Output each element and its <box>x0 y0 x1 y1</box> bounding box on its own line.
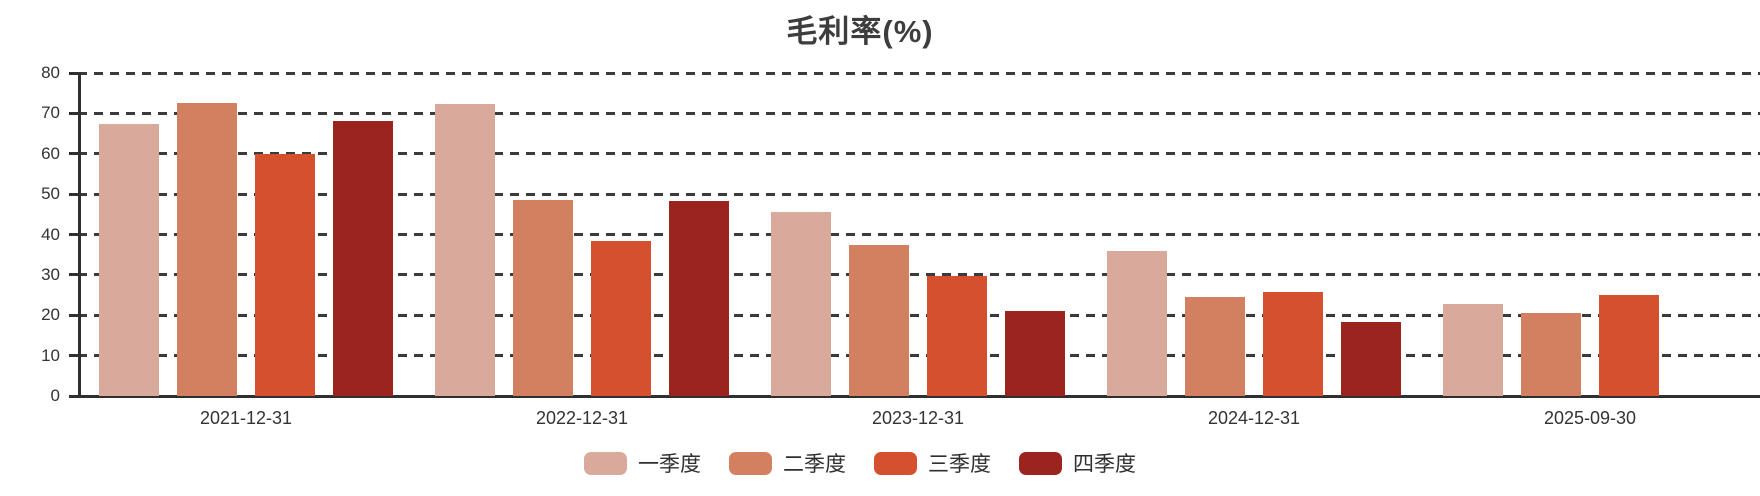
x-axis-label-2022-12-31: 2022-12-31 <box>535 408 629 428</box>
gridline-y-80 <box>78 71 1760 75</box>
gridline-y-60 <box>78 152 1760 156</box>
gridline-y-10 <box>78 354 1760 358</box>
bar-2023-12-31-一季度[interactable] <box>771 212 831 396</box>
bar-2024-12-31-三季度[interactable] <box>1263 292 1323 396</box>
legend-swatch-icon <box>1019 451 1062 475</box>
legend-item-四季度[interactable]: 四季度 <box>1019 448 1136 478</box>
y-axis-label-30: 30 <box>41 264 60 284</box>
y-axis-tick-50 <box>69 192 78 196</box>
x-axis-label-2021-12-31: 2021-12-31 <box>199 408 293 428</box>
legend-label: 四季度 <box>1073 453 1136 476</box>
y-axis-label-50: 50 <box>41 184 60 204</box>
legend-swatch-icon <box>874 451 917 475</box>
y-axis-tick-60 <box>69 152 78 156</box>
bar-2023-12-31-三季度[interactable] <box>927 276 987 396</box>
y-axis-tick-70 <box>69 111 78 115</box>
legend-swatch-icon <box>729 451 772 475</box>
y-axis-label-60: 60 <box>41 143 60 163</box>
legend-label: 二季度 <box>783 453 846 476</box>
bar-2025-09-30-三季度[interactable] <box>1599 295 1659 396</box>
bar-2024-12-31-二季度[interactable] <box>1185 296 1245 396</box>
legend-item-二季度[interactable]: 二季度 <box>729 448 846 478</box>
bar-2021-12-31-三季度[interactable] <box>255 153 315 396</box>
bar-2023-12-31-四季度[interactable] <box>1005 311 1065 396</box>
bar-2024-12-31-一季度[interactable] <box>1107 250 1167 396</box>
bar-2023-12-31-二季度[interactable] <box>849 245 909 396</box>
y-axis-line <box>78 73 81 396</box>
bar-2025-09-30-一季度[interactable] <box>1443 303 1503 396</box>
y-axis-tick-40 <box>69 233 78 236</box>
bar-2022-12-31-三季度[interactable] <box>591 241 651 396</box>
bar-2024-12-31-四季度[interactable] <box>1341 322 1401 396</box>
y-axis-label-80: 80 <box>41 63 60 82</box>
legend-swatch-icon <box>584 451 627 475</box>
x-axis-line <box>78 395 1760 398</box>
bar-2021-12-31-一季度[interactable] <box>99 124 159 396</box>
bar-2022-12-31-四季度[interactable] <box>669 200 729 396</box>
bar-2021-12-31-二季度[interactable] <box>177 103 237 396</box>
y-axis-label-70: 70 <box>41 103 60 123</box>
y-axis-label-20: 20 <box>41 305 60 325</box>
gridline-y-70 <box>78 111 1760 115</box>
bar-2022-12-31-一季度[interactable] <box>435 104 495 396</box>
y-axis-tick-20 <box>69 313 78 317</box>
gridline-y-40 <box>78 233 1760 236</box>
y-axis-tick-80 <box>69 71 78 75</box>
bar-2021-12-31-四季度[interactable] <box>333 121 393 396</box>
bar-2025-09-30-二季度[interactable] <box>1521 312 1581 396</box>
x-axis-label-2025-09-30: 2025-09-30 <box>1543 408 1637 428</box>
chart-title: 毛利率(%) <box>786 14 934 49</box>
legend-label: 一季度 <box>638 453 701 476</box>
y-axis-tick-0 <box>69 394 78 398</box>
legend-item-三季度[interactable]: 三季度 <box>874 448 991 478</box>
legend: 一季度 二季度 三季度 四季度 <box>0 448 1720 478</box>
y-axis-tick-30 <box>69 273 78 277</box>
gridline-y-20 <box>78 313 1760 317</box>
y-axis-tick-10 <box>69 354 78 358</box>
gridline-y-30 <box>78 273 1760 277</box>
y-axis-label-40: 40 <box>41 224 60 244</box>
gridline-y-50 <box>78 192 1760 196</box>
bar-2022-12-31-二季度[interactable] <box>513 199 573 396</box>
legend-label: 三季度 <box>928 453 991 476</box>
x-axis-label-2024-12-31: 2024-12-31 <box>1207 408 1301 428</box>
y-axis-label-10: 10 <box>41 345 60 365</box>
y-axis-label-0: 0 <box>50 386 60 405</box>
x-axis-label-2023-12-31: 2023-12-31 <box>871 408 965 428</box>
legend-item-一季度[interactable]: 一季度 <box>584 448 701 478</box>
